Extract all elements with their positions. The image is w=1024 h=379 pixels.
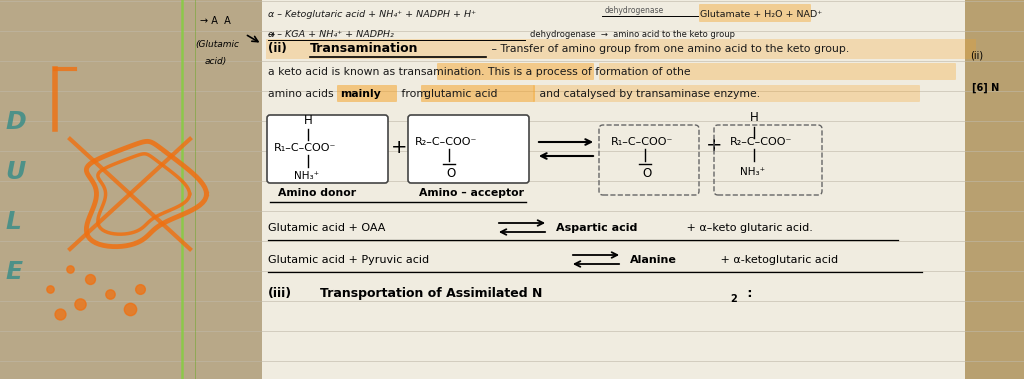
Text: Amino – acceptor: Amino – acceptor [419, 188, 524, 198]
Text: acid): acid) [205, 57, 227, 66]
Text: +: + [706, 136, 723, 155]
FancyBboxPatch shape [599, 63, 956, 80]
Text: Alanine: Alanine [630, 255, 677, 265]
Text: E: E [5, 260, 23, 284]
FancyBboxPatch shape [437, 63, 594, 80]
Text: →: → [268, 30, 275, 39]
Text: [6] N: [6] N [972, 83, 999, 93]
Text: D: D [5, 110, 26, 134]
Text: and catalysed by transaminase enzyme.: and catalysed by transaminase enzyme. [536, 89, 760, 99]
Text: mainly: mainly [340, 89, 381, 99]
Text: H: H [304, 114, 312, 127]
Text: 2: 2 [730, 294, 736, 304]
Text: α – Ketoglutaric acid + NH₄⁺ + NADPH + H⁺: α – Ketoglutaric acid + NH₄⁺ + NADPH + H… [268, 10, 476, 19]
Text: R₂–C–COO⁻: R₂–C–COO⁻ [730, 137, 793, 147]
Text: +: + [391, 138, 408, 157]
Text: O: O [642, 167, 651, 180]
Text: R₂–C–COO⁻: R₂–C–COO⁻ [415, 137, 477, 147]
Text: + α–keto glutaric acid.: + α–keto glutaric acid. [683, 223, 813, 233]
Text: dehydrogenase: dehydrogenase [605, 6, 665, 15]
Text: → A  A: → A A [200, 16, 230, 26]
Text: (iii): (iii) [268, 287, 292, 300]
Text: (Glutamic: (Glutamic [195, 40, 239, 49]
FancyBboxPatch shape [266, 39, 976, 59]
Text: – Transfer of amino group from one amino acid to the keto group.: – Transfer of amino group from one amino… [488, 44, 849, 54]
Text: :: : [743, 287, 753, 300]
Text: (ii): (ii) [268, 42, 287, 55]
Text: amino acids: amino acids [268, 89, 337, 99]
FancyBboxPatch shape [421, 85, 535, 102]
Text: NH₃⁺: NH₃⁺ [294, 171, 319, 181]
Text: from: from [398, 89, 430, 99]
Text: α – KGA + NH₄⁺ + NADPH₂: α – KGA + NH₄⁺ + NADPH₂ [268, 30, 394, 39]
Text: + α-ketoglutaric acid: + α-ketoglutaric acid [717, 255, 838, 265]
Text: (ii): (ii) [970, 51, 983, 61]
Text: Glutamic acid + Pyruvic acid: Glutamic acid + Pyruvic acid [268, 255, 429, 265]
Text: dehydrogenase  →  amino acid to the keto group: dehydrogenase → amino acid to the keto g… [530, 30, 735, 39]
Text: glutamic acid: glutamic acid [424, 89, 498, 99]
Text: Amino donor: Amino donor [278, 188, 356, 198]
FancyBboxPatch shape [534, 85, 920, 102]
FancyBboxPatch shape [965, 0, 1024, 379]
FancyBboxPatch shape [699, 4, 811, 22]
Text: Transamination: Transamination [310, 42, 419, 55]
Text: a keto acid is known as transamination. This is a process of formation of othe: a keto acid is known as transamination. … [268, 67, 690, 77]
FancyBboxPatch shape [267, 115, 388, 183]
Text: NH₃⁺: NH₃⁺ [740, 167, 765, 177]
Text: Aspartic acid: Aspartic acid [556, 223, 637, 233]
Text: Glutamic acid + OAA: Glutamic acid + OAA [268, 223, 385, 233]
Text: Transportation of Assimilated N: Transportation of Assimilated N [319, 287, 543, 300]
FancyBboxPatch shape [408, 115, 529, 183]
FancyBboxPatch shape [262, 0, 1024, 379]
Text: H: H [750, 111, 759, 124]
FancyBboxPatch shape [0, 0, 262, 379]
Text: R₁–C–COO⁻: R₁–C–COO⁻ [611, 137, 674, 147]
Text: U: U [5, 160, 26, 184]
FancyBboxPatch shape [337, 85, 397, 102]
Text: Glutamate + H₂O + NAD⁺: Glutamate + H₂O + NAD⁺ [700, 10, 822, 19]
Text: L: L [5, 210, 20, 234]
Text: R₁–C–COO⁻: R₁–C–COO⁻ [274, 143, 336, 153]
Text: O: O [446, 167, 456, 180]
